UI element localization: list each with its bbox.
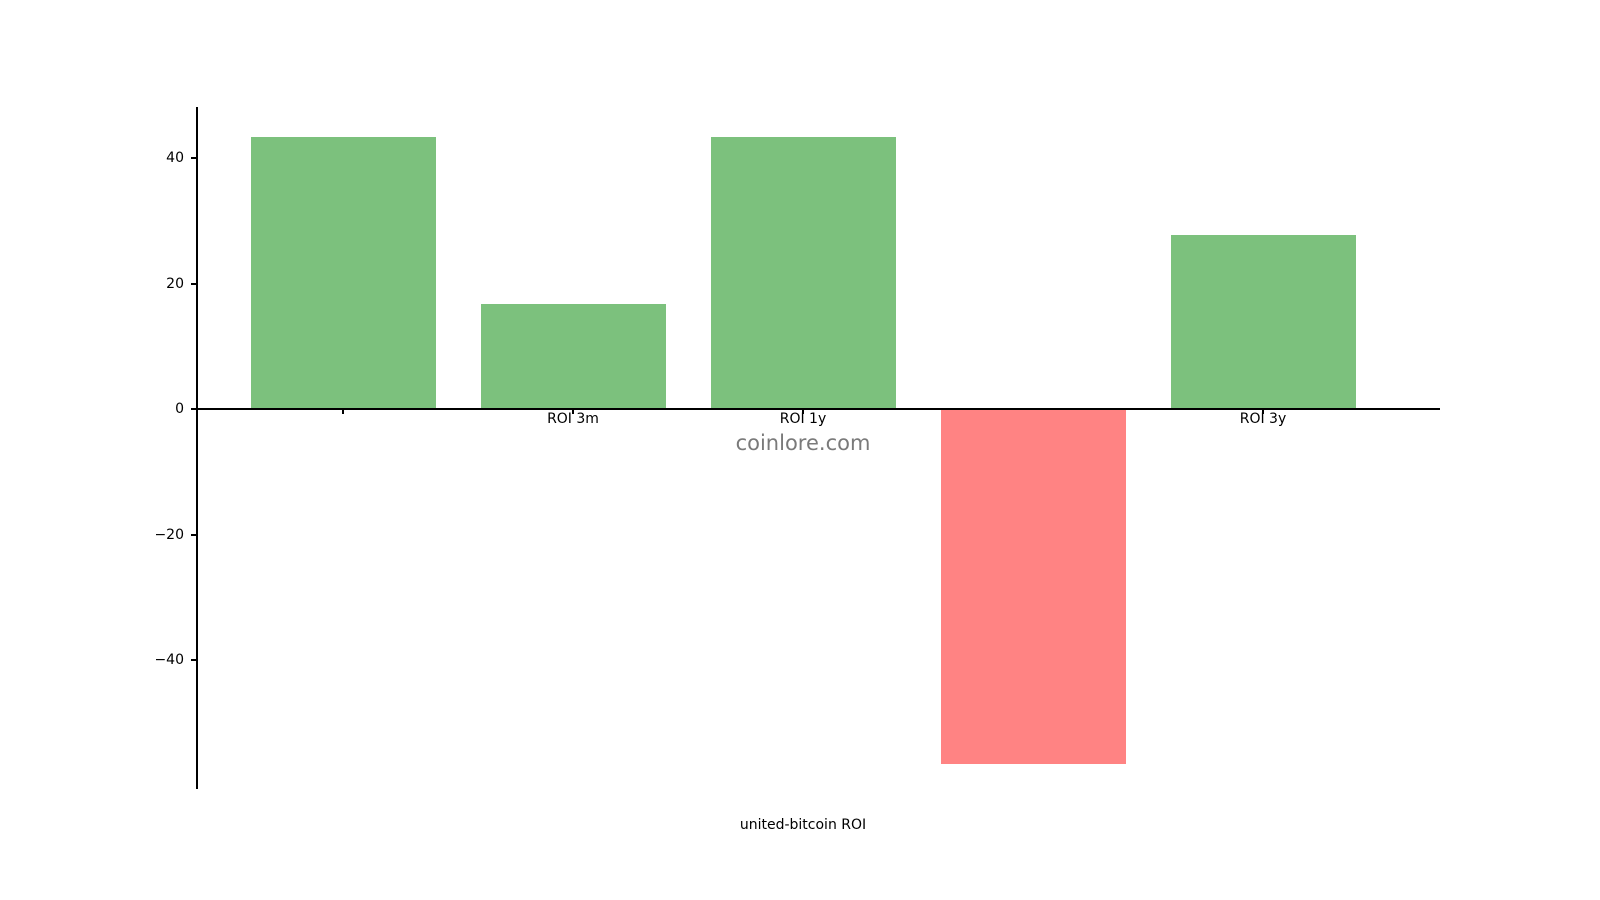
roi-bar-1 [250, 137, 436, 409]
y-tick-label-1: 20 [166, 275, 184, 292]
watermark-text: coinlore.com [735, 431, 871, 455]
y-tick-0 [191, 157, 196, 159]
x-tick-label-4: ROI 3y [1239, 411, 1287, 427]
y-tick-label-3: −20 [154, 526, 184, 543]
y-tick-3 [191, 533, 196, 536]
y-tick-2 [191, 408, 196, 410]
x-tick-label-1: ROI 3m [547, 411, 599, 427]
y-tick-label-2: 0 [175, 401, 184, 417]
y-tick-4 [191, 659, 196, 661]
y-tick-1 [191, 282, 196, 285]
roi-bar-3m [480, 304, 666, 409]
roi-bar-3y [1170, 235, 1356, 409]
y-tick-label-4: −40 [154, 652, 184, 668]
x-tick-label-2: ROI 1y [779, 411, 827, 427]
roi-bar-negative [940, 409, 1126, 765]
y-axis-spine [196, 107, 198, 789]
x-tick-1 [572, 409, 574, 414]
x-tick-2 [802, 409, 804, 414]
y-tick-label-0: 40 [166, 150, 184, 166]
x-tick-4 [1262, 409, 1264, 414]
chart-footer-label: united-bitcoin ROI [739, 817, 867, 833]
x-axis-zero-line [196, 408, 1440, 410]
roi-bar-1y [710, 137, 896, 409]
x-tick-0 [342, 409, 344, 414]
